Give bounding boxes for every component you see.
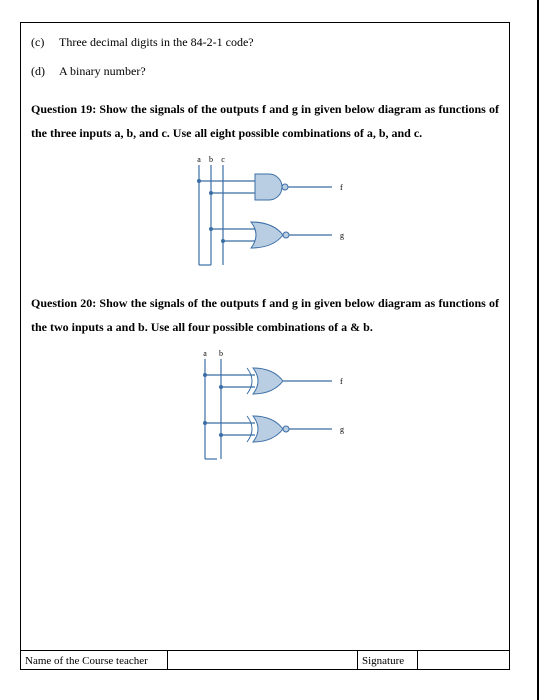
footer-table: Name of the Course teacher Signature: [20, 650, 510, 670]
svg-text:a: a: [197, 155, 201, 164]
item-c-label: (c): [31, 35, 59, 50]
footer-signature-label: Signature: [358, 651, 418, 670]
footer-signature-field[interactable]: [418, 651, 510, 670]
question-20-diagram: a b f g: [165, 347, 365, 467]
svg-text:g: g: [340, 231, 344, 240]
question-19-diagram: abc f g: [165, 153, 365, 273]
item-c-text: Three decimal digits in the 84-2-1 code?: [59, 35, 254, 50]
svg-text:g: g: [340, 425, 344, 434]
item-d-text: A binary number?: [59, 64, 146, 79]
item-d-row: (d) A binary number?: [31, 64, 499, 79]
footer-name-field[interactable]: [168, 651, 358, 670]
item-c-row: (c) Three decimal digits in the 84-2-1 c…: [31, 35, 499, 50]
page-frame: (c) Three decimal digits in the 84-2-1 c…: [20, 22, 510, 670]
svg-text:f: f: [340, 183, 343, 192]
svg-text:a: a: [203, 349, 207, 358]
svg-text:b: b: [219, 349, 223, 358]
question-19-text: Question 19: Show the signals of the out…: [31, 97, 499, 145]
svg-text:f: f: [340, 377, 343, 386]
svg-text:b: b: [209, 155, 213, 164]
item-d-label: (d): [31, 64, 59, 79]
question-20-text: Question 20: Show the signals of the out…: [31, 291, 499, 339]
question-20-diagram-wrap: a b f g: [31, 347, 499, 467]
page-right-rule: [537, 0, 539, 700]
footer-name-label: Name of the Course teacher: [20, 651, 168, 670]
question-19-diagram-wrap: abc f g: [31, 153, 499, 273]
svg-text:c: c: [221, 155, 225, 164]
